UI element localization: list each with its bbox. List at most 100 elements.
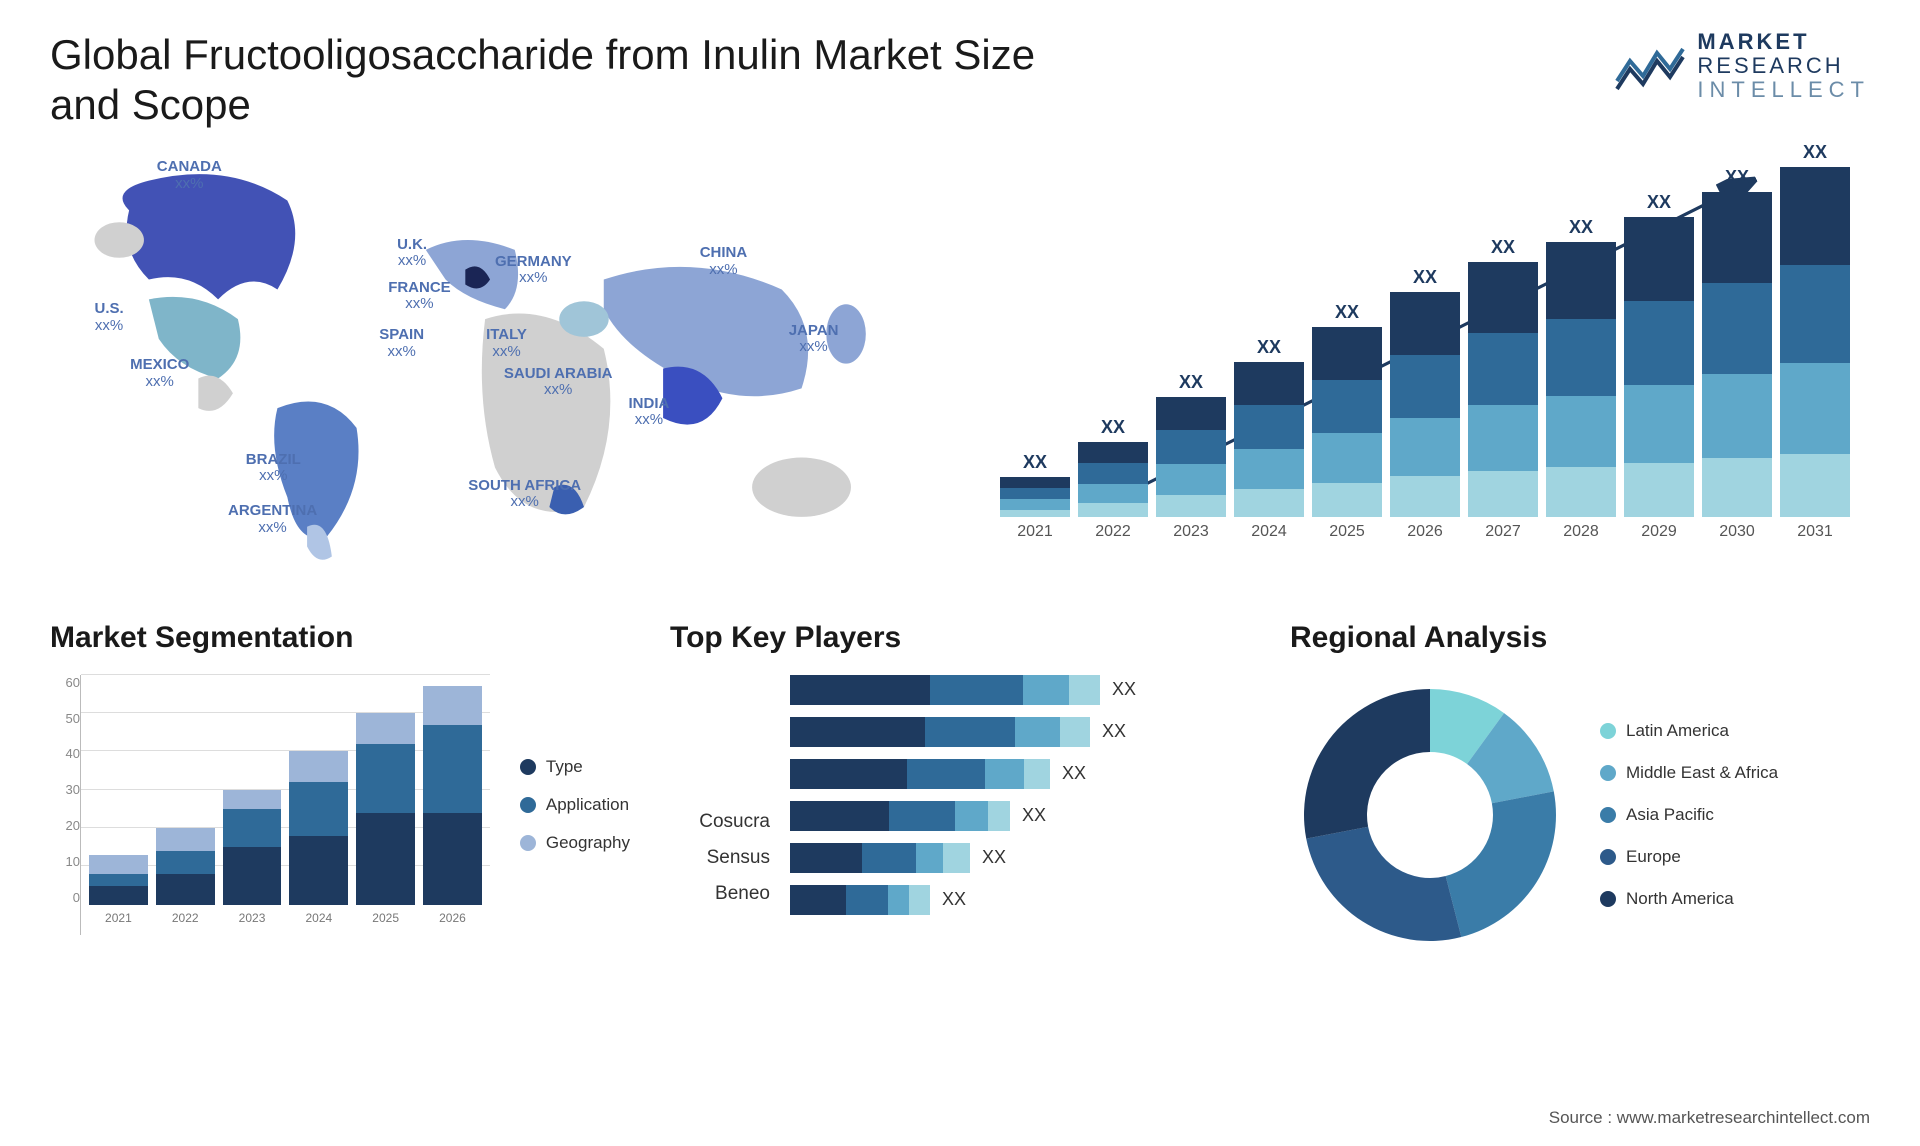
segmentation-year: 2022 [156,905,215,935]
player-bar-row: XX [790,717,1250,747]
legend-item: Europe [1600,847,1778,867]
players-labels: Cosucra Sensus Beneo [670,675,770,915]
segmentation-year: 2023 [223,905,282,935]
player-bar-row: XX [790,843,1250,873]
donut-slice [1304,689,1430,839]
growth-bar: XX 2021 [1000,452,1070,541]
donut-slice [1306,827,1461,941]
segmentation-y-axis: 6050403020100 [50,675,80,935]
legend-item: Asia Pacific [1600,805,1778,825]
player-bar-row: XX [790,801,1250,831]
growth-bar-year: 2027 [1485,523,1521,541]
country-label: SAUDI ARABIAxx% [504,366,613,399]
growth-bar-value: XX [1257,337,1281,358]
growth-bar-value: XX [1725,167,1749,188]
player-value: XX [982,847,1006,868]
legend-item: North America [1600,889,1778,909]
regional-panel: Regional Analysis Latin America Middle Ea… [1290,621,1870,955]
legend-item: Middle East & Africa [1600,763,1778,783]
logo-text-1: MARKET [1697,30,1870,54]
logo-text-3: INTELLECT [1697,78,1870,102]
growth-bar-value: XX [1101,417,1125,438]
growth-bar: XX 2027 [1468,237,1538,541]
growth-bar-year: 2030 [1719,523,1755,541]
growth-bar-year: 2025 [1329,523,1365,541]
growth-bar-value: XX [1569,217,1593,238]
growth-bar-year: 2026 [1407,523,1443,541]
segmentation-year: 2026 [423,905,482,935]
player-value: XX [942,889,966,910]
growth-bar-year: 2024 [1251,523,1287,541]
growth-bar: XX 2023 [1156,372,1226,541]
player-value: XX [1062,763,1086,784]
growth-bar: XX 2029 [1624,192,1694,541]
growth-bar-chart: XX 2021 XX 2022 XX 2023 XX 2024 XX 2025 XX 2026 XX 20… [980,151,1870,581]
growth-bar-value: XX [1023,452,1047,473]
country-label: SOUTH AFRICAxx% [468,478,581,511]
segmentation-year: 2024 [289,905,348,935]
players-panel: Top Key Players Cosucra Sensus Beneo XX XX X… [670,621,1250,955]
player-bar-row: XX [790,885,1250,915]
player-bar-row: XX [790,759,1250,789]
player-bar-row: XX [790,675,1250,705]
segmentation-bar [289,751,348,904]
growth-bar: XX 2030 [1702,167,1772,541]
country-label: U.S.xx% [95,301,124,334]
growth-bar-value: XX [1179,372,1203,393]
growth-bar: XX 2028 [1546,217,1616,541]
donut-slice [1446,791,1556,937]
growth-bar-year: 2022 [1095,523,1131,541]
country-label: ARGENTINAxx% [228,503,317,536]
segmentation-bar [223,790,282,905]
legend-item: Latin America [1600,721,1778,741]
segmentation-bar [356,713,415,905]
country-label: BRAZILxx% [246,452,301,485]
world-map-panel: CANADAxx%U.S.xx%MEXICOxx%BRAZILxx%ARGENT… [50,151,940,581]
player-value: XX [1022,805,1046,826]
country-label: ITALYxx% [486,327,527,360]
segmentation-title: Market Segmentation [50,621,630,655]
regional-legend: Latin America Middle East & Africa Asia Pa… [1600,721,1778,909]
player-label: Sensus [670,847,770,869]
growth-bar-year: 2029 [1641,523,1677,541]
growth-bar-value: XX [1647,192,1671,213]
country-label: JAPANxx% [789,323,839,356]
growth-bar-value: XX [1413,267,1437,288]
country-label: INDIAxx% [629,396,670,429]
segmentation-year: 2021 [89,905,148,935]
growth-bar: XX 2031 [1780,142,1850,541]
country-label: GERMANYxx% [495,254,572,287]
legend-item: Application [520,795,630,815]
regional-donut-chart [1290,675,1570,955]
player-label: Cosucra [670,811,770,833]
country-label: U.K.xx% [397,237,427,270]
segmentation-panel: Market Segmentation 6050403020100 2021 20… [50,621,630,955]
growth-bar: XX 2025 [1312,302,1382,541]
growth-bar-year: 2021 [1017,523,1053,541]
segmentation-bar [89,855,148,905]
segmentation-bar [156,828,215,905]
growth-bar-year: 2031 [1797,523,1833,541]
country-label: CANADAxx% [157,159,222,192]
growth-bar-value: XX [1803,142,1827,163]
growth-bar-value: XX [1335,302,1359,323]
logo: MARKET RESEARCH INTELLECT [1615,30,1870,103]
growth-bar-year: 2028 [1563,523,1599,541]
legend-item: Type [520,757,630,777]
regional-title: Regional Analysis [1290,621,1870,655]
growth-bar: XX 2022 [1078,417,1148,541]
growth-bar-value: XX [1491,237,1515,258]
players-title: Top Key Players [670,621,1250,655]
growth-bar-year: 2023 [1173,523,1209,541]
country-label: CHINAxx% [700,245,748,278]
growth-bar: XX 2024 [1234,337,1304,541]
player-label: Beneo [670,883,770,905]
player-value: XX [1112,679,1136,700]
source-text: Source : www.marketresearchintellect.com [1549,1108,1870,1128]
country-label: SPAINxx% [379,327,424,360]
segmentation-year: 2025 [356,905,415,935]
growth-bar: XX 2026 [1390,267,1460,541]
player-value: XX [1102,721,1126,742]
logo-icon [1615,41,1685,91]
segmentation-legend: TypeApplicationGeography [520,675,630,935]
